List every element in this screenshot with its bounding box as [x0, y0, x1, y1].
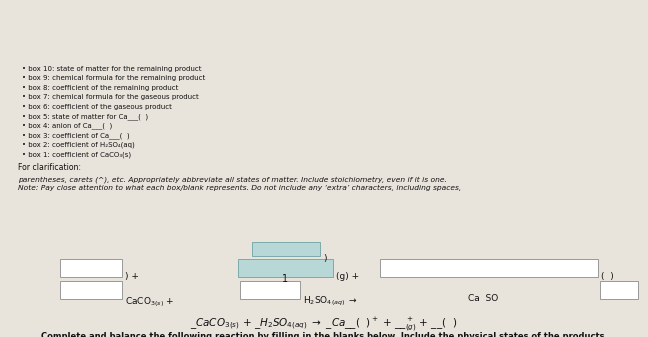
- Text: • box 10: state of matter for the remaining product: • box 10: state of matter for the remain…: [22, 65, 202, 71]
- Text: (g) +: (g) +: [336, 272, 359, 281]
- Text: $\_$CaCO$_{3(s)}$ + $\_$H$_2$SO$_{4(aq)}$ $\rightarrow$ $\_$Ca$\_\_(\ \ )^+$ + $: $\_$CaCO$_{3(s)}$ + $\_$H$_2$SO$_{4(aq)}…: [191, 315, 457, 333]
- Text: For clarification:: For clarification:: [18, 163, 81, 172]
- Text: 1: 1: [282, 274, 288, 284]
- Text: • box 8: coefficient of the remaining product: • box 8: coefficient of the remaining pr…: [22, 85, 178, 91]
- FancyBboxPatch shape: [60, 259, 122, 277]
- FancyBboxPatch shape: [252, 242, 320, 256]
- Text: parentheses, carets (^), etc. Appropriately abbreviate all states of matter. Inc: parentheses, carets (^), etc. Appropriat…: [18, 176, 447, 183]
- Text: Complete and balance the following reaction by filling in the blanks below. Incl: Complete and balance the following react…: [41, 332, 607, 337]
- Text: • box 7: chemical formula for the gaseous product: • box 7: chemical formula for the gaseou…: [22, 94, 199, 100]
- Text: • box 3: coefficient of Ca___(  ): • box 3: coefficient of Ca___( ): [22, 132, 130, 139]
- Text: CaCO$_{3(s)}$ +: CaCO$_{3(s)}$ +: [125, 295, 174, 309]
- Text: • box 6: coefficient of the gaseous product: • box 6: coefficient of the gaseous prod…: [22, 103, 172, 110]
- Text: • box 2: coefficient of H₂SO₄(aq): • box 2: coefficient of H₂SO₄(aq): [22, 142, 135, 148]
- Text: • box 4: anion of Ca___(  ): • box 4: anion of Ca___( ): [22, 123, 112, 129]
- Text: • box 5: state of matter for Ca___(  ): • box 5: state of matter for Ca___( ): [22, 113, 148, 120]
- Text: • box 9: chemical formula for the remaining product: • box 9: chemical formula for the remain…: [22, 75, 205, 81]
- FancyBboxPatch shape: [600, 281, 638, 299]
- FancyBboxPatch shape: [380, 259, 598, 277]
- Text: Note: Pay close attention to what each box/blank represents. Do not include any : Note: Pay close attention to what each b…: [18, 185, 461, 191]
- Text: ): ): [323, 254, 327, 263]
- FancyBboxPatch shape: [60, 281, 122, 299]
- Text: H$_2$SO$_{4(aq)}$ $\rightarrow$: H$_2$SO$_{4(aq)}$ $\rightarrow$: [303, 295, 358, 308]
- FancyBboxPatch shape: [238, 259, 333, 277]
- FancyBboxPatch shape: [240, 281, 300, 299]
- Text: Ca  SO: Ca SO: [468, 294, 498, 303]
- Text: (  ): ( ): [601, 272, 614, 281]
- Text: ) +: ) +: [125, 272, 139, 281]
- Text: • box 1: coefficient of CaCO₃(s): • box 1: coefficient of CaCO₃(s): [22, 151, 131, 157]
